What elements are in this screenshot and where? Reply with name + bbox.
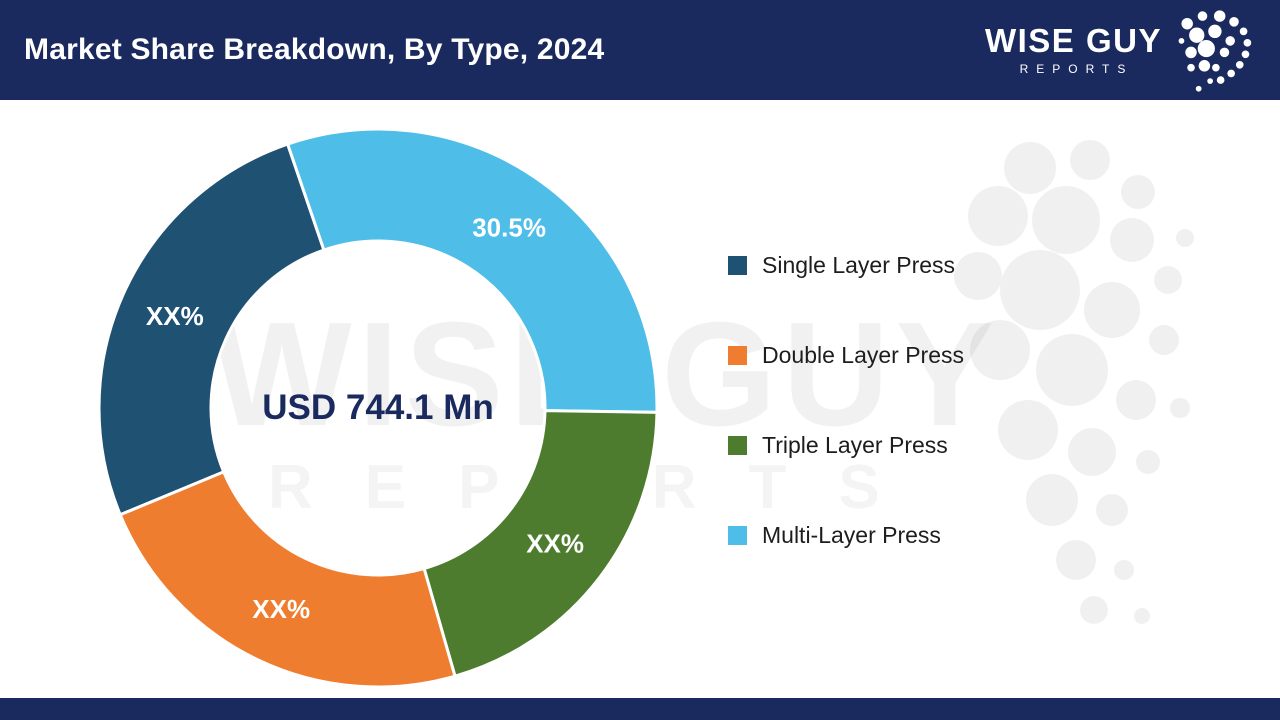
brand-logo-text: WISE GUY REPORTS xyxy=(985,24,1162,76)
brand-name: WISE GUY xyxy=(984,22,1162,59)
chart-area: WISE GUY REPORTS XX%30.5%XX%XX% USD 744.… xyxy=(0,100,1280,698)
segment-value-label: XX% xyxy=(252,594,310,624)
watermark-face-icon xyxy=(954,140,1194,624)
donut-svg: XX% 30.5% XX% XX% xyxy=(97,127,659,689)
page-title: Market Share Breakdown, By Type, 2024 xyxy=(24,33,605,66)
donut-segment-single-layer-press xyxy=(97,142,326,517)
legend-swatch xyxy=(728,436,747,455)
legend-item-multi-layer-press: Multi-Layer Press xyxy=(728,522,964,549)
legend: Single Layer Press Double Layer Press Tr… xyxy=(728,252,964,549)
legend-swatch xyxy=(728,526,747,545)
brand-logo: WISE GUY REPORTS xyxy=(985,4,1256,96)
legend-item-double-layer-press: Double Layer Press xyxy=(728,342,964,369)
legend-label: Single Layer Press xyxy=(762,252,956,278)
donut-segment-triple-layer-press xyxy=(422,409,659,678)
segment-value-label: 30.5% xyxy=(472,213,546,243)
legend-item-triple-layer-press: Triple Layer Press xyxy=(728,432,964,459)
legend-label: Triple Layer Press xyxy=(762,432,948,458)
legend-swatch xyxy=(728,256,747,275)
segment-value-label: XX% xyxy=(146,301,204,331)
segment-value-label: XX% xyxy=(526,529,584,559)
logo-face-dots-icon xyxy=(1178,10,1252,92)
footer-bar xyxy=(0,698,1280,720)
donut-chart: XX% 30.5% XX% XX% USD 744.1 Mn xyxy=(86,116,670,698)
legend-label: Multi-Layer Press xyxy=(762,522,941,548)
legend-swatch xyxy=(728,346,747,365)
donut-segment-double-layer-press xyxy=(118,470,457,689)
donut-segment-multi-layer-press xyxy=(286,127,659,414)
legend-label: Double Layer Press xyxy=(762,342,964,368)
brand-subname: REPORTS xyxy=(1019,62,1134,76)
legend-item-single-layer-press: Single Layer Press xyxy=(728,252,964,279)
header-bar: Market Share Breakdown, By Type, 2024 WI… xyxy=(0,0,1280,100)
